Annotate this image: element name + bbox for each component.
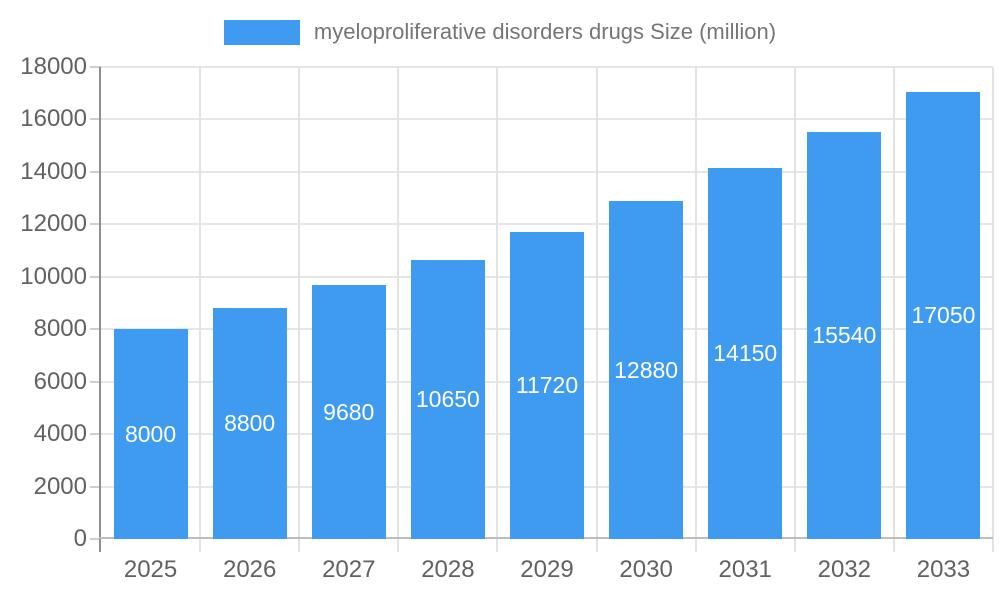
- legend-label: myeloproliferative disorders drugs Size …: [313, 19, 777, 44]
- x-gridline: [397, 67, 400, 552]
- bar[interactable]: 9680: [311, 285, 386, 539]
- y-tick: [90, 66, 101, 68]
- x-axis-label: 2027: [322, 556, 376, 583]
- bar-value-label: 8000: [124, 420, 177, 447]
- x-gridline: [199, 67, 202, 552]
- y-axis-label: 4000: [33, 420, 87, 448]
- y-axis-label: 10000: [20, 262, 87, 290]
- legend-swatch: [223, 19, 300, 45]
- x-axis-label: 2030: [619, 556, 673, 583]
- x-axis-label: 2028: [421, 556, 475, 583]
- x-gridline: [595, 67, 598, 552]
- x-axis-label: 2032: [817, 556, 872, 583]
- bar[interactable]: 11720: [510, 231, 584, 539]
- y-gridline: [101, 223, 993, 226]
- y-gridline: [101, 118, 993, 121]
- legend[interactable]: myeloproliferative disorders drugs Size …: [0, 19, 1000, 45]
- y-gridline: [101, 66, 993, 68]
- bar-value-label: 17050: [911, 301, 976, 328]
- x-axis-label: 2026: [222, 556, 277, 583]
- y-tick: [90, 433, 101, 436]
- y-tick: [90, 380, 101, 383]
- bar[interactable]: 12880: [609, 201, 684, 539]
- x-gridline: [496, 67, 499, 552]
- bar[interactable]: 15540: [807, 131, 882, 539]
- y-axis-label: 14000: [20, 157, 87, 185]
- y-tick: [90, 170, 101, 173]
- bar-value-label: 14150: [713, 339, 778, 366]
- x-axis-label: 2033: [916, 556, 971, 583]
- y-tick: [90, 538, 101, 540]
- y-tick: [90, 275, 101, 278]
- y-tick: [90, 118, 101, 121]
- bar-value-label: 10650: [415, 385, 480, 412]
- bar-value-label: 9680: [323, 398, 375, 425]
- x-axis-label: 2031: [718, 556, 772, 583]
- y-gridline: [101, 170, 993, 173]
- x-axis-label: 2025: [123, 556, 178, 583]
- x-axis-label: 2029: [520, 556, 574, 583]
- y-axis-label: 2000: [33, 472, 87, 500]
- x-gridline: [694, 67, 697, 552]
- y-tick: [90, 485, 101, 488]
- y-tick: [90, 223, 101, 226]
- bar-value-label: 15540: [812, 321, 877, 348]
- bar[interactable]: 17050: [906, 91, 981, 539]
- bar[interactable]: 8800: [212, 308, 287, 539]
- y-axis-label: 6000: [33, 367, 87, 395]
- x-gridline: [793, 67, 796, 552]
- y-axis-line: [99, 67, 101, 552]
- y-axis-label: 18000: [20, 53, 87, 80]
- y-axis-label: 12000: [20, 210, 87, 238]
- x-gridline: [298, 67, 301, 552]
- x-gridline: [892, 67, 895, 552]
- bar-value-label: 11720: [515, 371, 579, 398]
- bar[interactable]: 14150: [708, 167, 783, 539]
- y-axis-label: 16000: [20, 105, 87, 133]
- y-axis-label: 0: [73, 525, 87, 552]
- y-tick: [90, 328, 101, 331]
- bar-value-label: 12880: [614, 356, 679, 383]
- bar[interactable]: 8000: [113, 329, 188, 539]
- x-gridline: [992, 67, 994, 552]
- bar-value-label: 8800: [224, 410, 276, 437]
- y-axis-label: 8000: [33, 315, 87, 343]
- bar[interactable]: 10650: [410, 259, 485, 539]
